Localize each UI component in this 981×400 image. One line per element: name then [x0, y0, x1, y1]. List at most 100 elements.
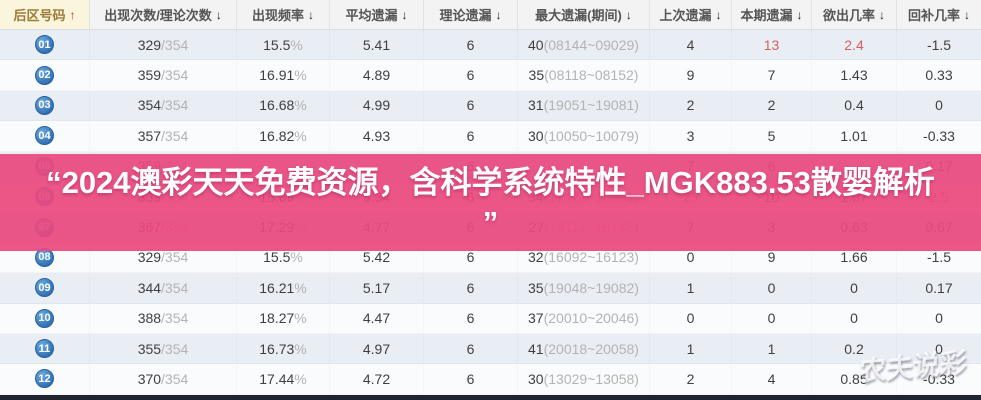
cell-back: -0.33 [897, 364, 981, 393]
cell-count: 388/354 [90, 304, 237, 333]
cell-want: 0.85 [812, 364, 897, 393]
sort-desc-icon: ↓ [401, 7, 408, 22]
cell-want: 0 [812, 304, 897, 333]
sort-asc-icon: ↑ [69, 7, 76, 22]
cell-max: 41 (20018~20058) [518, 334, 650, 363]
cell-value: 0.4 [844, 97, 864, 114]
cell-freq: 16.21% [237, 273, 330, 302]
table-header-row: 后区号码 ↑ 出现次数/理论次数 ↓ 出现频率 ↓ 平均遗漏 ↓ 理论遗漏 ↓ 最大遗漏(期间) ↓ 上… [0, 0, 981, 30]
cell-value: 0 [935, 97, 943, 114]
cell-value: 2.4 [844, 36, 864, 53]
cell-current: 7 [732, 60, 812, 89]
column-label: 上次遗漏 [659, 8, 712, 23]
column-label: 回补几率 [907, 8, 960, 23]
cell-current: 0 [732, 273, 812, 302]
cell-value: 0 [935, 340, 943, 357]
cell-current: 13 [732, 30, 812, 59]
column-label: 出现次数/理论次数 [104, 8, 212, 23]
cell-subvalue: (10050~10079) [543, 127, 639, 144]
cell-value: 4.72 [362, 370, 391, 387]
ball-number-badge: 04 [35, 126, 54, 146]
promo-banner-overlay[interactable]: “2024澳彩天天免费资源，含科学系统特性_MGK883.53散婴解析 ” [0, 154, 981, 251]
cell-value: 16.91 [259, 67, 295, 84]
column-header-1[interactable]: 出现次数/理论次数 ↓ [90, 0, 237, 29]
cell-value: 16.68 [259, 97, 295, 114]
cell-back: 0 [897, 334, 981, 363]
cell-last: 9 [650, 60, 732, 89]
cell-subvalue: /354 [161, 97, 189, 114]
cell-avg: 5.41 [330, 30, 424, 59]
cell-count: 344/354 [90, 273, 237, 302]
cell-value: 1.66 [840, 249, 868, 266]
cell-current: 2 [732, 91, 812, 120]
column-label: 平均遗漏 [345, 8, 398, 23]
cell-subvalue: % [294, 127, 307, 144]
cell-value: 354 [137, 97, 162, 114]
cell-max: 37 (20010~20046) [518, 304, 650, 333]
column-header-2[interactable]: 出现频率 ↓ [237, 0, 330, 29]
sort-desc-icon: ↓ [964, 7, 970, 22]
cell-want: 0.4 [812, 91, 897, 120]
cell-current: 0 [732, 304, 812, 333]
cell-last: 4 [650, 30, 732, 59]
cell-value: 4 [686, 36, 695, 53]
column-header-5[interactable]: 最大遗漏(期间) ↓ [518, 0, 650, 29]
cell-value: 1 [686, 340, 695, 357]
cell-freq: 17.44% [237, 364, 330, 393]
cell-value: 35 [528, 67, 545, 84]
column-header-7[interactable]: 本期遗漏 ↓ [732, 0, 812, 29]
cell-subvalue: % [294, 279, 307, 296]
cell-value: 6 [466, 370, 475, 387]
cell-value: 0 [686, 310, 695, 327]
cell-value: 9 [767, 249, 776, 266]
column-label: 出现频率 [251, 8, 304, 23]
cell-value: 18.27 [259, 310, 295, 327]
cell-current: 1 [732, 334, 812, 363]
cell-last: 3 [650, 121, 732, 150]
cell-back: -1.5 [897, 30, 981, 59]
cell-value: 6 [466, 67, 475, 84]
cell-value: 5.42 [362, 249, 391, 266]
column-header-6[interactable]: 上次遗漏 ↓ [650, 0, 732, 29]
cell-value: 0 [767, 279, 776, 296]
cell-value: 0.2 [844, 340, 864, 357]
cell-value: 6 [466, 97, 475, 114]
cell-value: 6 [466, 279, 475, 296]
cell-freq: 16.91% [237, 60, 330, 89]
cell-max: 32 (16092~16123) [518, 243, 650, 272]
column-label: 最大遗漏(期间) [535, 8, 622, 23]
cell-count: 329/354 [90, 243, 237, 272]
cell-value: 5.41 [362, 36, 391, 53]
cell-freq: 16.82% [237, 121, 330, 150]
cell-value: 0.85 [840, 370, 868, 387]
promo-banner-text-line1: “2024澳彩天天免费资源，含科学系统特性_MGK883.53散婴解析 [46, 164, 935, 200]
cell-theory: 6 [424, 304, 518, 333]
cell-freq: 15.5% [237, 243, 330, 272]
ball-number-badge: 09 [35, 278, 54, 298]
cell-value: 4.47 [362, 310, 391, 327]
column-header-0[interactable]: 后区号码 ↑ [0, 0, 90, 29]
cell-value: 2 [767, 97, 776, 114]
cell-subvalue: /354 [161, 67, 189, 84]
cell-value: 355 [137, 340, 162, 357]
column-header-3[interactable]: 平均遗漏 ↓ [330, 0, 424, 29]
table-row: 09 344/354 16.21% 5.17 6 35 (19048~19082) 1 0 0 0.… [0, 273, 981, 304]
column-header-8[interactable]: 欲出几率 ↓ [812, 0, 897, 29]
cell-max: 35 (08118~08152) [518, 60, 650, 89]
column-header-9[interactable]: 回补几率 ↓ [897, 0, 981, 29]
cell-subvalue: (19048~19082) [543, 279, 639, 296]
sort-desc-icon: ↓ [308, 7, 314, 22]
cell-number: 12 [0, 364, 90, 393]
cell-back: 0.33 [897, 60, 981, 89]
sort-desc-icon: ↓ [495, 7, 502, 22]
cell-value: 357 [137, 127, 162, 144]
cell-value: 2 [686, 370, 695, 387]
cell-value: 31 [528, 97, 544, 114]
cell-count: 359/354 [90, 60, 237, 89]
sort-desc-icon: ↓ [625, 7, 632, 22]
cell-number: 10 [0, 304, 90, 333]
cell-max: 35 (19048~19082) [518, 273, 650, 302]
ball-number-badge: 03 [35, 95, 54, 115]
ball-number-badge: 10 [35, 308, 54, 328]
column-header-4[interactable]: 理论遗漏 ↓ [424, 0, 518, 29]
